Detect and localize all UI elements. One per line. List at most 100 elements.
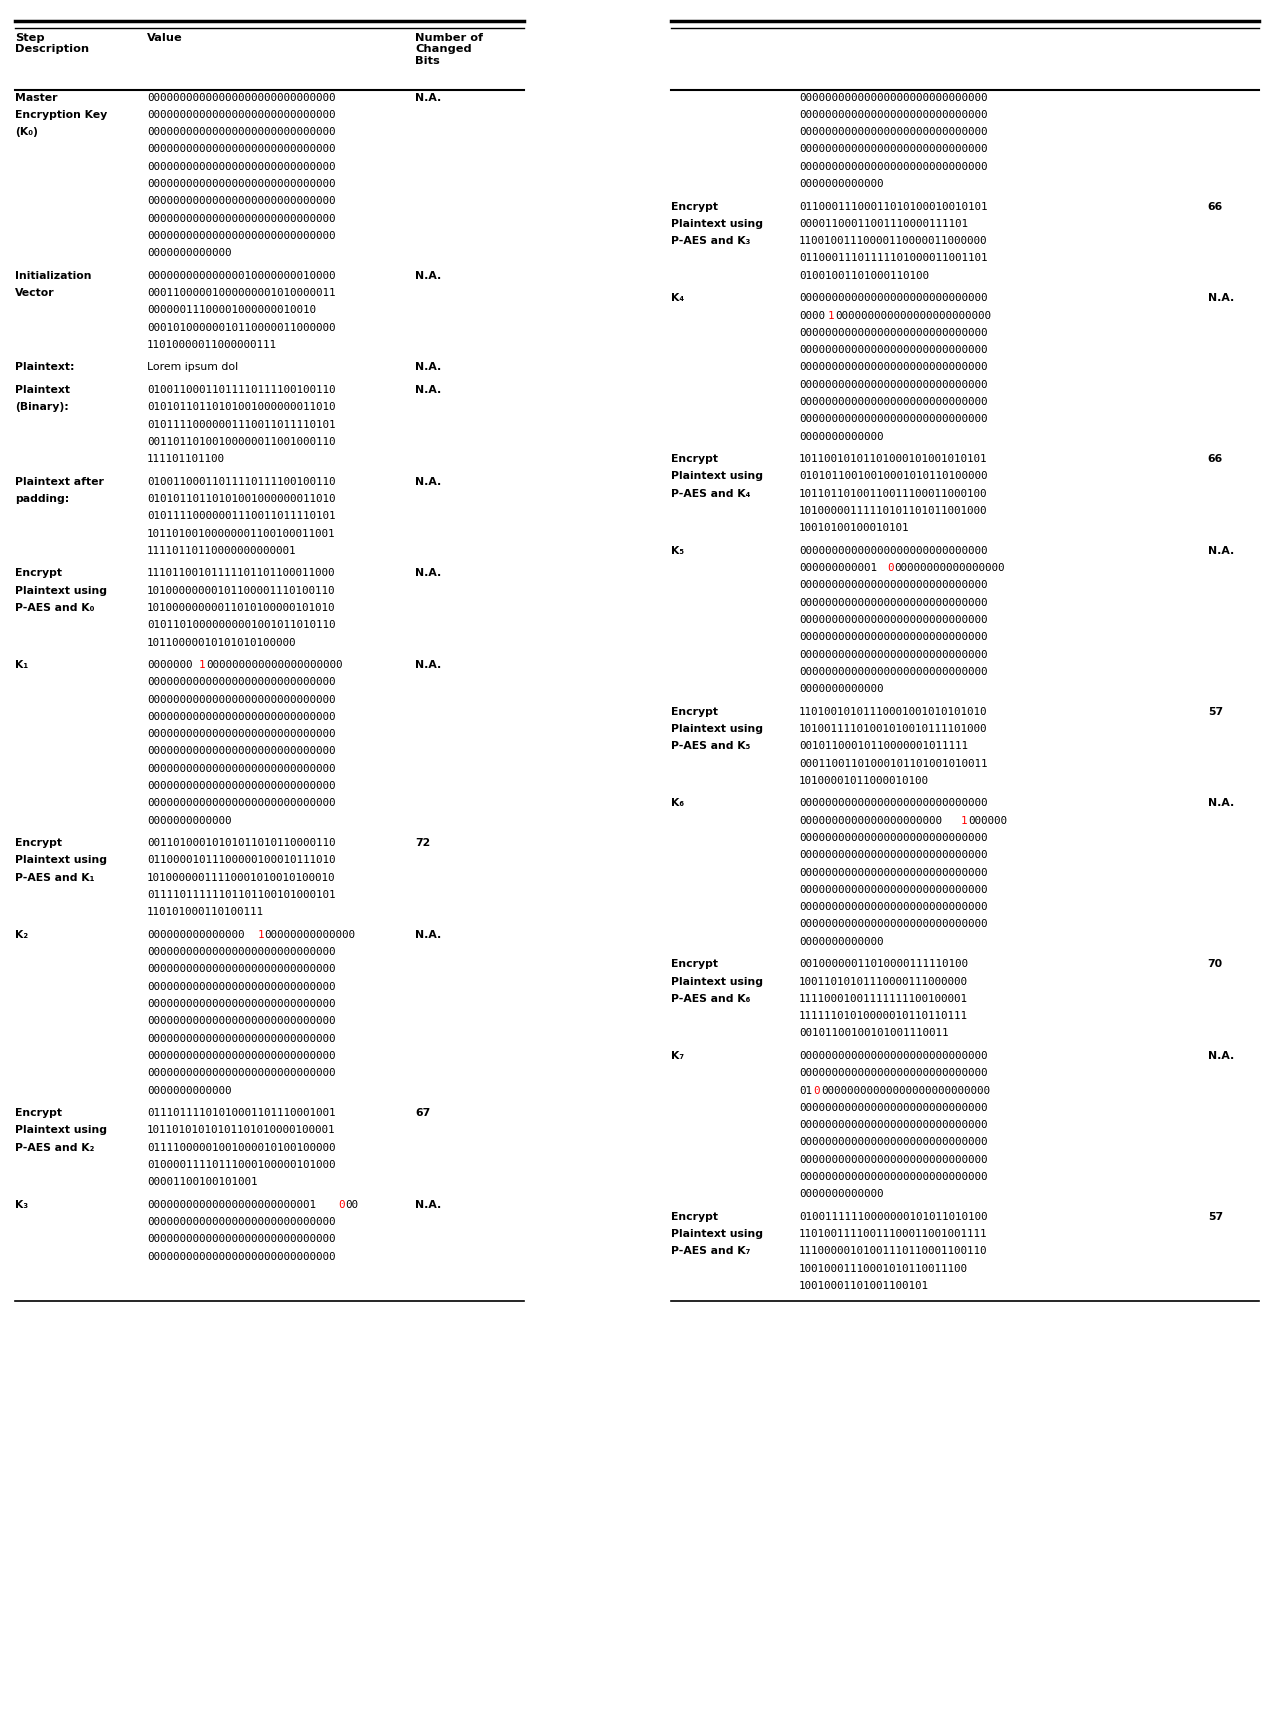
Text: 01: 01 <box>799 1086 812 1095</box>
Text: Plaintext after: Plaintext after <box>15 477 105 486</box>
Text: Encrypt: Encrypt <box>15 569 63 578</box>
Text: Encrypt: Encrypt <box>671 1213 718 1221</box>
Text: Initialization: Initialization <box>15 270 92 280</box>
Text: 01010110110101001000000011010: 01010110110101001000000011010 <box>147 495 335 503</box>
Text: Number of
Changed
Bits: Number of Changed Bits <box>415 33 483 66</box>
Text: 00100000011010000111110100: 00100000011010000111110100 <box>799 960 967 969</box>
Text: 00000000000000000000000000000: 00000000000000000000000000000 <box>147 92 335 102</box>
Text: 00000000000000000000000000000: 00000000000000000000000000000 <box>147 126 335 137</box>
Text: 66: 66 <box>1208 201 1223 211</box>
Text: 10100000000011010100000101010: 10100000000011010100000101010 <box>147 604 335 612</box>
Text: 00001100011001110000111101: 00001100011001110000111101 <box>799 218 967 228</box>
Text: 01001100011011110111100100110: 01001100011011110111100100110 <box>147 386 335 394</box>
Text: 00000000000000000000000000000: 00000000000000000000000000000 <box>147 695 335 704</box>
Text: 11010000011000000111: 11010000011000000111 <box>147 339 277 349</box>
Text: 67: 67 <box>415 1109 431 1118</box>
Text: 10100111101001010010111101000: 10100111101001010010111101000 <box>799 725 987 734</box>
Text: 00000000000000000000000000000: 00000000000000000000000000000 <box>147 215 335 223</box>
Text: N.A.: N.A. <box>415 477 442 486</box>
Text: 10011010101110000111000000: 10011010101110000111000000 <box>799 977 967 986</box>
Text: Plaintext using: Plaintext using <box>671 1230 763 1239</box>
Text: Plaintext using: Plaintext using <box>671 218 763 228</box>
Text: 1: 1 <box>257 931 263 939</box>
Text: 00000000000000000000000000000: 00000000000000000000000000000 <box>799 886 987 894</box>
Text: Encrypt: Encrypt <box>15 1109 63 1118</box>
Text: 00000000000000000000000000000: 00000000000000000000000000000 <box>799 144 987 154</box>
Text: 01011110000001110011011110101: 01011110000001110011011110101 <box>147 420 335 429</box>
Text: 1: 1 <box>198 661 204 670</box>
Text: 11010010101110001001010101010: 11010010101110001001010101010 <box>799 708 987 716</box>
Text: N.A.: N.A. <box>415 386 442 394</box>
Text: 72: 72 <box>415 839 431 848</box>
Text: 01100011100011010100010010101: 01100011100011010100010010101 <box>799 201 987 211</box>
Text: K₂: K₂ <box>15 931 28 939</box>
Text: 00000000000000000000000000000: 00000000000000000000000000000 <box>147 1235 335 1244</box>
Text: P-AES and K₀: P-AES and K₀ <box>15 604 95 612</box>
Text: 0000: 0000 <box>799 311 824 320</box>
Text: 00000000000000000000000000000: 00000000000000000000000000000 <box>147 232 335 240</box>
Text: Encrypt: Encrypt <box>15 839 63 848</box>
Text: 00000000000000000000000000000: 00000000000000000000000000000 <box>799 799 987 808</box>
Text: K₄: K₄ <box>671 292 684 303</box>
Text: 10010100100010101: 10010100100010101 <box>799 524 909 533</box>
Text: 00000000000000000000000000000: 00000000000000000000000000000 <box>147 965 335 974</box>
Text: 11110110110000000000001: 11110110110000000000001 <box>147 547 296 555</box>
Text: N.A.: N.A. <box>415 270 442 280</box>
Text: K₇: K₇ <box>671 1052 684 1060</box>
Text: 00000000000000000000000000000: 00000000000000000000000000000 <box>799 668 987 676</box>
Text: K₃: K₃ <box>15 1201 28 1209</box>
Text: 00000000000000000000000000000: 00000000000000000000000000000 <box>799 599 987 607</box>
Text: 10100000011110001010010100010: 10100000011110001010010100010 <box>147 874 335 882</box>
Text: 00000000000000000000000000000: 00000000000000000000000000000 <box>799 363 987 372</box>
Text: 00000000000000000: 00000000000000000 <box>895 564 1005 573</box>
Text: 01111011111101101100101000101: 01111011111101101100101000101 <box>147 891 335 900</box>
Text: 000000000000000000000: 000000000000000000000 <box>206 661 343 670</box>
Text: 00011000001000000001010000011: 00011000001000000001010000011 <box>147 287 335 298</box>
Text: 10100000000101100001110100110: 10100000000101100001110100110 <box>147 586 335 595</box>
Text: 00000000000000000000000000000: 00000000000000000000000000000 <box>147 1017 335 1026</box>
Text: 000000000000000000000000: 000000000000000000000000 <box>836 311 992 320</box>
Text: N.A.: N.A. <box>415 363 442 372</box>
Text: K₁: K₁ <box>15 661 28 670</box>
Text: 11110001001111111100100001: 11110001001111111100100001 <box>799 995 967 1003</box>
Text: 00000000000000000000000000000: 00000000000000000000000000000 <box>799 834 987 843</box>
Text: 00000000000000000000000000000: 00000000000000000000000000000 <box>799 1121 987 1130</box>
Text: 01001001101000110100: 01001001101000110100 <box>799 270 929 280</box>
Text: 00000000000000000000000000000: 00000000000000000000000000000 <box>147 1253 335 1261</box>
Text: 00000000000000000000000000000: 00000000000000000000000000000 <box>147 1218 335 1227</box>
Text: N.A.: N.A. <box>415 92 442 102</box>
Text: P-AES and K₆: P-AES and K₆ <box>671 995 750 1003</box>
Text: K₆: K₆ <box>671 799 684 808</box>
Text: 00000000000000000000000000000: 00000000000000000000000000000 <box>147 983 335 991</box>
Text: N.A.: N.A. <box>415 1201 442 1209</box>
Text: 11010011110011100011001001111: 11010011110011100011001001111 <box>799 1230 987 1239</box>
Text: 11101100101111101101100011000: 11101100101111101101100011000 <box>147 569 335 578</box>
Text: 0000000000000000000000: 0000000000000000000000 <box>799 817 942 825</box>
Text: 0000000000000: 0000000000000 <box>799 938 883 946</box>
Text: 00000000000000000000000000000: 00000000000000000000000000000 <box>147 948 335 957</box>
Text: 00000000000000000000000000000: 00000000000000000000000000000 <box>799 1069 987 1078</box>
Text: 00000000000000000000000000000: 00000000000000000000000000000 <box>147 1069 335 1078</box>
Text: 00000000000000000000000000000: 00000000000000000000000000000 <box>799 1138 987 1147</box>
Text: 00001100100101001: 00001100100101001 <box>147 1178 257 1187</box>
Text: 0: 0 <box>813 1086 820 1095</box>
Text: 00000000000000000000000000000: 00000000000000000000000000000 <box>799 126 987 137</box>
Text: 00000000000000000000000000000: 00000000000000000000000000000 <box>799 398 987 407</box>
Text: 11001001110000110000011000000: 11001001110000110000011000000 <box>799 237 987 246</box>
Text: 10110010101101000101001010101: 10110010101101000101001010101 <box>799 455 987 464</box>
Text: 0000000000000: 0000000000000 <box>799 685 883 694</box>
Text: 00000000000000000000000000000: 00000000000000000000000000000 <box>147 747 335 756</box>
Text: 00000000000000000000000000000: 00000000000000000000000000000 <box>799 650 987 659</box>
Text: 00110100010101011010110000110: 00110100010101011010110000110 <box>147 839 335 848</box>
Text: Plaintext using: Plaintext using <box>671 725 763 734</box>
Text: 01000011110111000100000101000: 01000011110111000100000101000 <box>147 1161 335 1169</box>
Text: N.A.: N.A. <box>1208 1052 1235 1060</box>
Text: 10110000010101010100000: 10110000010101010100000 <box>147 638 296 647</box>
Text: 00000000000000000000000000: 00000000000000000000000000 <box>820 1086 989 1095</box>
Text: 00000000000000000000000000000: 00000000000000000000000000000 <box>147 782 335 791</box>
Text: 00000000000000000000000000000: 00000000000000000000000000000 <box>147 730 335 739</box>
Text: 00000000000000: 00000000000000 <box>265 931 355 939</box>
Text: P-AES and K₂: P-AES and K₂ <box>15 1144 95 1152</box>
Text: 57: 57 <box>1208 708 1223 716</box>
Text: 00000000000000000000000000000: 00000000000000000000000000000 <box>799 292 987 303</box>
